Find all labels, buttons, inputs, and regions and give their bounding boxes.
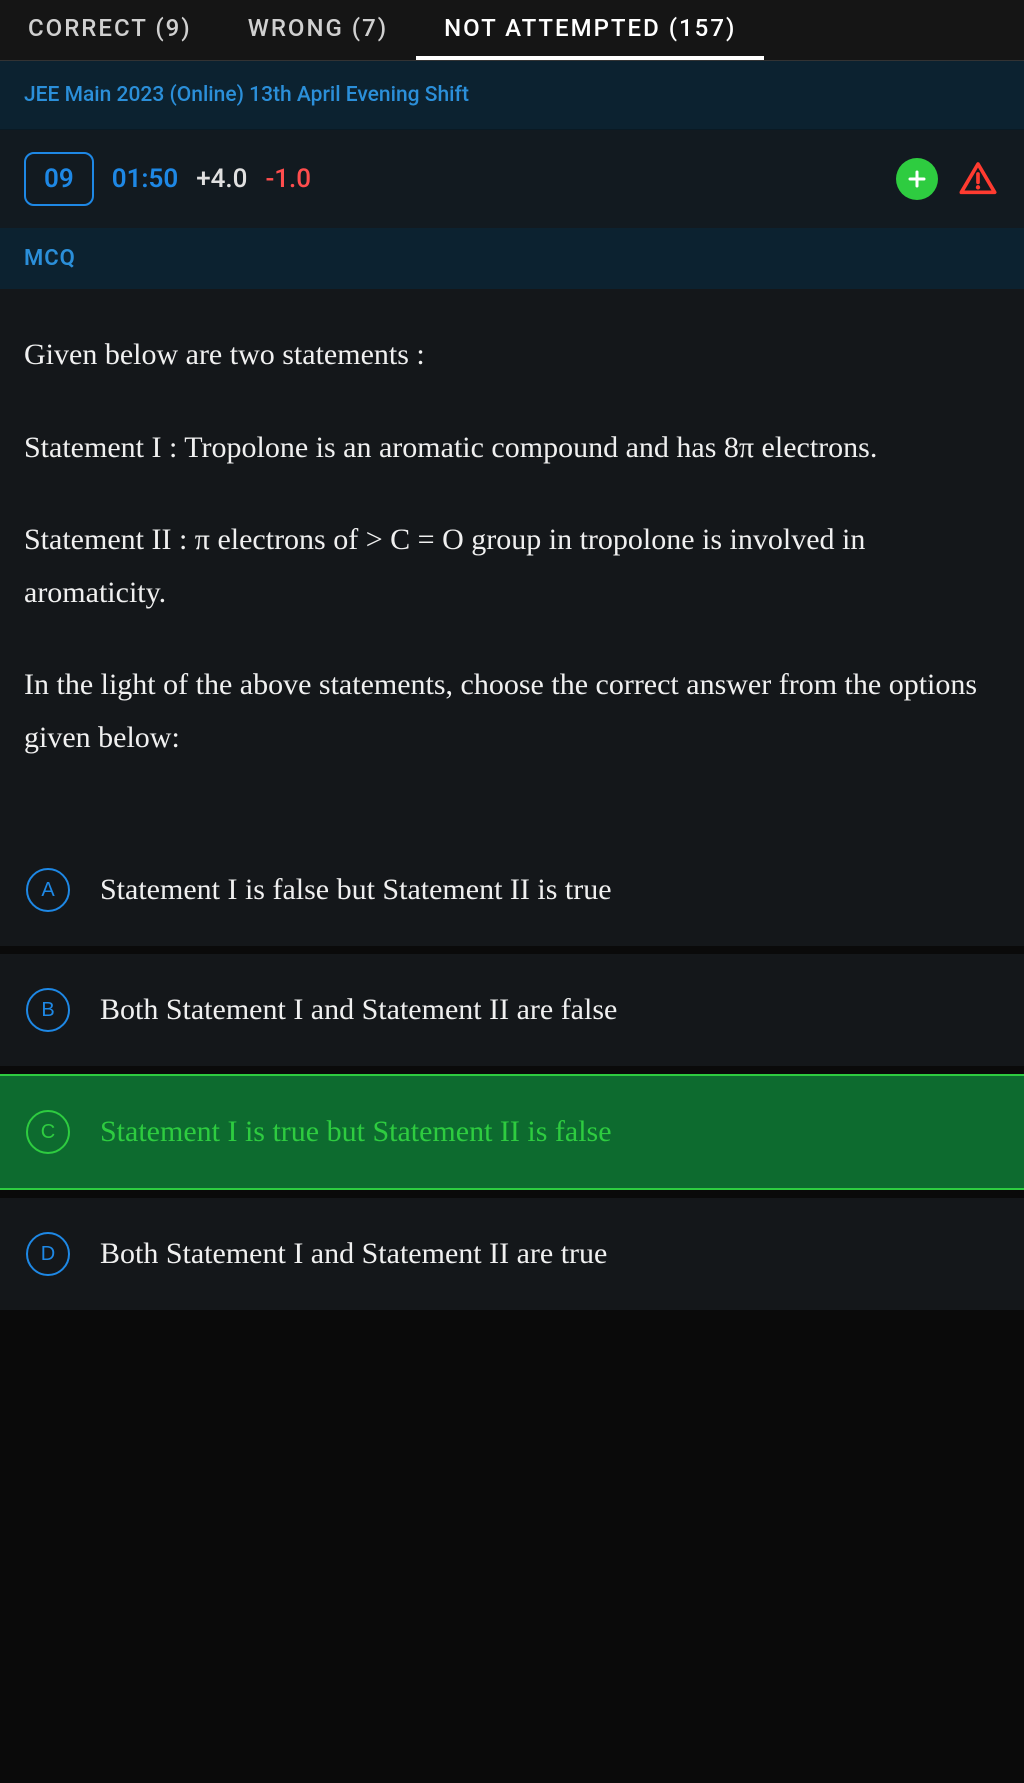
statement-1-pre: Statement I : Tropolone is an aromatic c… [24, 431, 724, 464]
option-text: Both Statement I and Statement II are fa… [100, 993, 617, 1027]
positive-marks: +4.0 [196, 164, 247, 194]
statement-2-mid: electrons of [210, 523, 366, 556]
tab-wrong[interactable]: WRONG (7) [220, 0, 416, 60]
warning-icon [958, 159, 998, 199]
option-a[interactable]: A Statement I is false but Statement II … [0, 834, 1024, 946]
question-type-label: MCQ [0, 228, 1024, 289]
option-d[interactable]: D Both Statement I and Statement II are … [0, 1198, 1024, 1310]
option-letter: D [26, 1232, 70, 1276]
exam-header: JEE Main 2023 (Online) 13th April Evenin… [0, 61, 1024, 130]
statement-1-post: electrons. [754, 431, 877, 464]
option-b[interactable]: B Both Statement I and Statement II are … [0, 954, 1024, 1066]
question-number: 09 [24, 152, 94, 206]
add-button[interactable] [896, 158, 938, 200]
option-letter: C [26, 1110, 70, 1154]
option-text: Statement I is true but Statement II is … [100, 1115, 612, 1149]
result-tabs: CORRECT (9) WRONG (7) NOT ATTEMPTED (157… [0, 0, 1024, 61]
report-button[interactable] [956, 157, 1000, 201]
statement-2: Statement II : π electrons of > C = O gr… [24, 514, 1000, 619]
options-list: A Statement I is false but Statement II … [0, 834, 1024, 1318]
tab-not-attempted[interactable]: NOT ATTEMPTED (157) [416, 0, 764, 60]
statement-2-pre: Statement II : [24, 523, 195, 556]
option-letter: B [26, 988, 70, 1032]
statement-1: Statement I : Tropolone is an aromatic c… [24, 422, 1000, 475]
option-letter: A [26, 868, 70, 912]
question-intro: Given below are two statements : [24, 329, 1000, 382]
negative-marks: -1.0 [265, 164, 311, 194]
option-c[interactable]: C Statement I is true but Statement II i… [0, 1074, 1024, 1190]
plus-icon [905, 167, 929, 191]
question-body: Given below are two statements : Stateme… [0, 289, 1024, 834]
exam-title: JEE Main 2023 (Online) 13th April Evenin… [24, 83, 469, 107]
tab-correct[interactable]: CORRECT (9) [0, 0, 220, 60]
question-meta-row: 09 01:50 +4.0 -1.0 [0, 130, 1024, 228]
option-text: Statement I is false but Statement II is… [100, 873, 612, 907]
question-prompt: In the light of the above statements, ch… [24, 659, 1000, 764]
option-text: Both Statement I and Statement II are tr… [100, 1237, 607, 1271]
timer: 01:50 [112, 164, 179, 194]
